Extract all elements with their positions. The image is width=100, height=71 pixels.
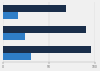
Bar <box>3 12 18 19</box>
Bar <box>3 53 31 60</box>
Bar <box>3 25 86 33</box>
Bar <box>3 46 91 53</box>
Bar <box>3 5 66 12</box>
Bar <box>3 33 25 40</box>
